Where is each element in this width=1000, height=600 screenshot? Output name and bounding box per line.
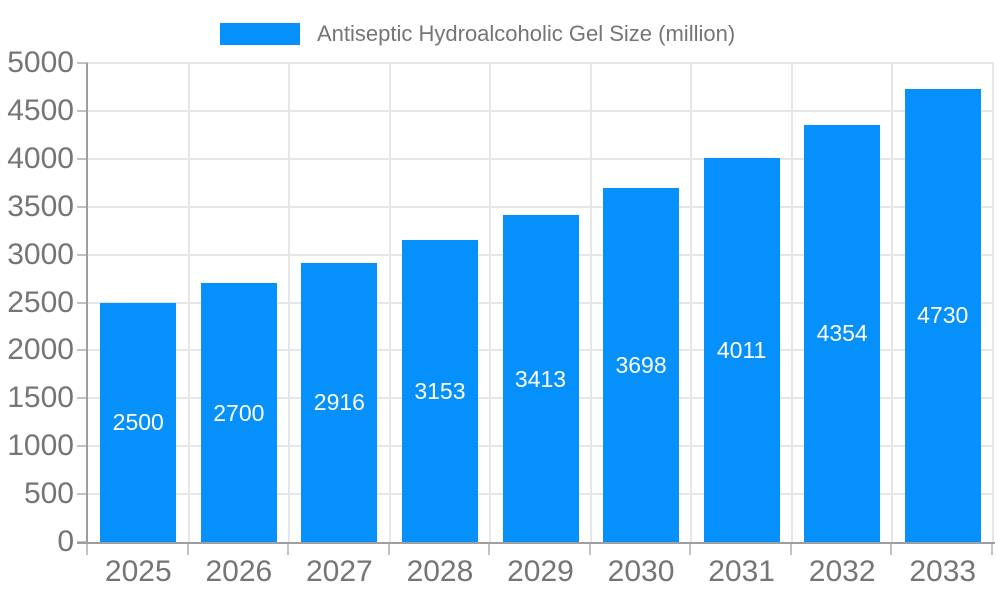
x-axis-tick <box>86 544 88 555</box>
y-tick-label: 1000 <box>7 429 74 463</box>
y-axis-tick <box>77 397 88 400</box>
gridline-horizontal <box>88 62 993 64</box>
y-axis-tick <box>77 109 88 112</box>
gridline-vertical <box>288 63 291 542</box>
legend-item[interactable]: Antiseptic Hydroalcoholic Gel Size (mill… <box>220 21 735 47</box>
x-tick-label: 2031 <box>708 555 775 588</box>
x-tick-label: 2027 <box>306 555 373 588</box>
gridline-vertical <box>388 63 391 542</box>
y-tick-label: 4000 <box>7 141 74 175</box>
gridline-horizontal <box>88 157 993 160</box>
x-tick-label: 2033 <box>909 555 977 588</box>
bar-value-label: 3413 <box>514 365 567 392</box>
y-axis-tick <box>77 349 88 352</box>
bar-value-label: 2916 <box>313 389 365 416</box>
y-tick-label: 500 <box>23 477 74 511</box>
legend-label: Antiseptic Hydroalcoholic Gel Size (mill… <box>317 21 736 46</box>
y-tick-label: 2500 <box>7 285 74 319</box>
x-tick-label: 2025 <box>104 555 172 588</box>
x-tick-label: 2032 <box>808 555 876 588</box>
x-tick-label: 2030 <box>607 555 675 588</box>
x-tick-label: 2026 <box>205 555 273 588</box>
x-axis-tick <box>991 544 993 555</box>
y-tick-label: 4500 <box>7 93 74 127</box>
y-tick-label: 1500 <box>7 381 74 415</box>
y-axis-tick <box>77 493 88 496</box>
bar <box>502 215 579 542</box>
y-axis-tick <box>77 157 88 160</box>
gridline-vertical <box>992 63 994 542</box>
gridline-horizontal <box>88 109 993 112</box>
bar <box>401 239 478 542</box>
bar <box>904 88 981 542</box>
gridline-horizontal <box>88 205 993 208</box>
x-axis-tick <box>588 544 591 555</box>
legend-swatch <box>220 23 300 45</box>
y-tick-label: 5000 <box>7 46 74 79</box>
x-axis-tick <box>287 544 290 555</box>
bar-value-label: 4354 <box>816 320 868 347</box>
gridline-vertical <box>790 63 793 542</box>
gridline-vertical <box>690 63 693 542</box>
gridline-vertical <box>489 63 492 542</box>
gridline-vertical <box>891 63 894 542</box>
x-tick-label: 2028 <box>406 555 474 588</box>
x-axis-tick <box>387 544 390 555</box>
y-axis-tick <box>77 205 88 208</box>
x-axis-tick <box>488 544 491 555</box>
bar-value-label: 4011 <box>716 336 767 363</box>
x-axis-tick <box>186 544 189 555</box>
bar <box>100 302 177 542</box>
bar <box>603 187 680 542</box>
y-tick-label: 2000 <box>7 333 74 367</box>
bar-value-label: 3153 <box>414 377 466 404</box>
x-tick-label: 2029 <box>507 555 574 588</box>
y-tick-label: 3000 <box>7 237 74 271</box>
x-axis-tick <box>789 544 792 555</box>
x-axis-tick <box>689 544 692 555</box>
x-axis-tick <box>890 544 893 555</box>
y-axis-tick <box>77 253 88 256</box>
bar <box>703 157 780 542</box>
bar <box>804 124 881 542</box>
bar-value-label: 2500 <box>112 409 164 436</box>
y-axis-tick <box>77 62 88 64</box>
y-axis-line <box>86 63 88 544</box>
y-axis-tick <box>77 445 88 448</box>
gridline-vertical <box>589 63 592 542</box>
gridline-vertical <box>187 63 190 542</box>
bar-value-label: 4730 <box>917 302 969 329</box>
bar-value-label: 2700 <box>213 399 265 426</box>
y-tick-label: 3500 <box>7 189 74 223</box>
y-tick-label: 0 <box>57 525 74 558</box>
bar-value-label: 3698 <box>615 351 667 378</box>
bar <box>200 283 277 542</box>
bar <box>301 262 378 542</box>
x-axis-line <box>77 542 995 544</box>
y-axis-tick <box>77 301 88 304</box>
